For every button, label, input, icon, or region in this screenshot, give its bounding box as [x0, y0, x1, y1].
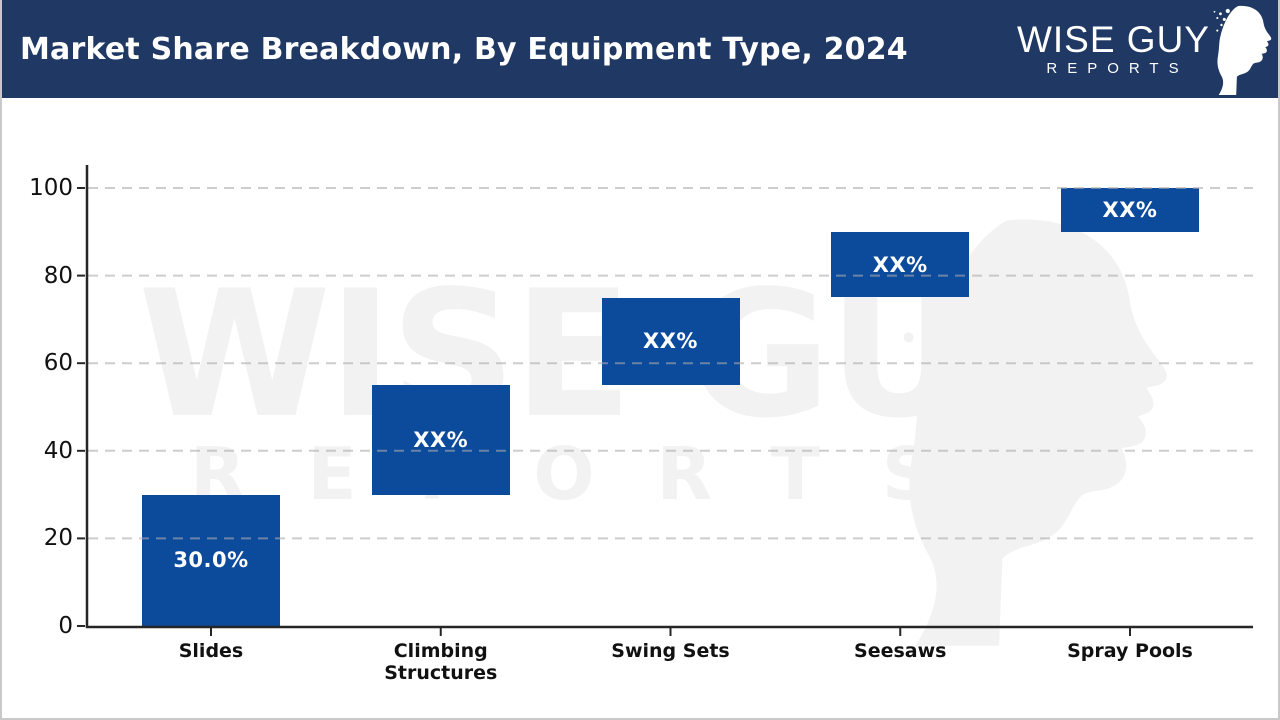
bar-seesaws: XX%: [831, 231, 970, 298]
bar-swing-sets: XX%: [601, 297, 740, 386]
header-bar: Market Share Breakdown, By Equipment Typ…: [0, 0, 1280, 98]
page-title: Market Share Breakdown, By Equipment Typ…: [20, 31, 908, 67]
bar-spray-pools: XX%: [1061, 188, 1199, 232]
bar-value-label: XX%: [872, 252, 928, 277]
brand-logo: WISE GUY REPORTS: [1017, 2, 1274, 96]
logo-text: WISE GUY REPORTS: [1017, 20, 1210, 78]
bar-value-label: XX%: [643, 329, 698, 354]
logo-subtext: REPORTS: [1046, 60, 1189, 77]
bar-climbing-structures: XX%: [371, 385, 510, 495]
bar-value-label: 30.0%: [173, 548, 249, 573]
bar-value-label: XX%: [413, 427, 469, 452]
bar-slides: 30.0%: [142, 494, 280, 626]
logo-face-icon: [1213, 5, 1272, 95]
bar-value-label: XX%: [1102, 197, 1158, 222]
logo-wordmark: WISE GUY: [1016, 19, 1210, 60]
